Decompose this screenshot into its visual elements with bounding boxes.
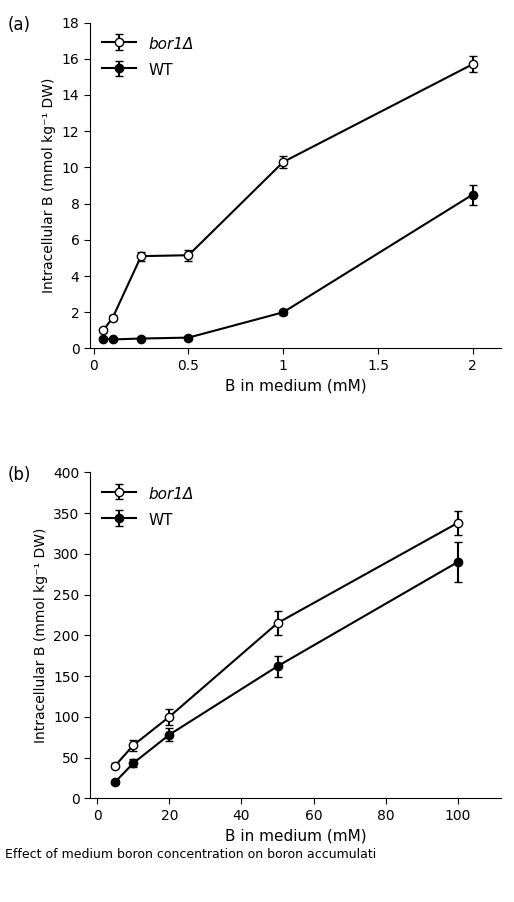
Y-axis label: Intracellular B (mmol kg⁻¹ DW): Intracellular B (mmol kg⁻¹ DW) [42, 78, 56, 293]
Text: Effect of medium boron concentration on boron accumulati: Effect of medium boron concentration on … [5, 848, 376, 861]
Legend: bor1Δ, WT: bor1Δ, WT [98, 30, 198, 84]
Legend: bor1Δ, WT: bor1Δ, WT [98, 480, 198, 534]
Text: (b): (b) [8, 465, 31, 483]
X-axis label: B in medium (mM): B in medium (mM) [225, 828, 366, 843]
Y-axis label: Intracellular B (mmol kg⁻¹ DW): Intracellular B (mmol kg⁻¹ DW) [33, 528, 48, 743]
X-axis label: B in medium (mM): B in medium (mM) [225, 379, 366, 393]
Text: (a): (a) [8, 16, 31, 34]
